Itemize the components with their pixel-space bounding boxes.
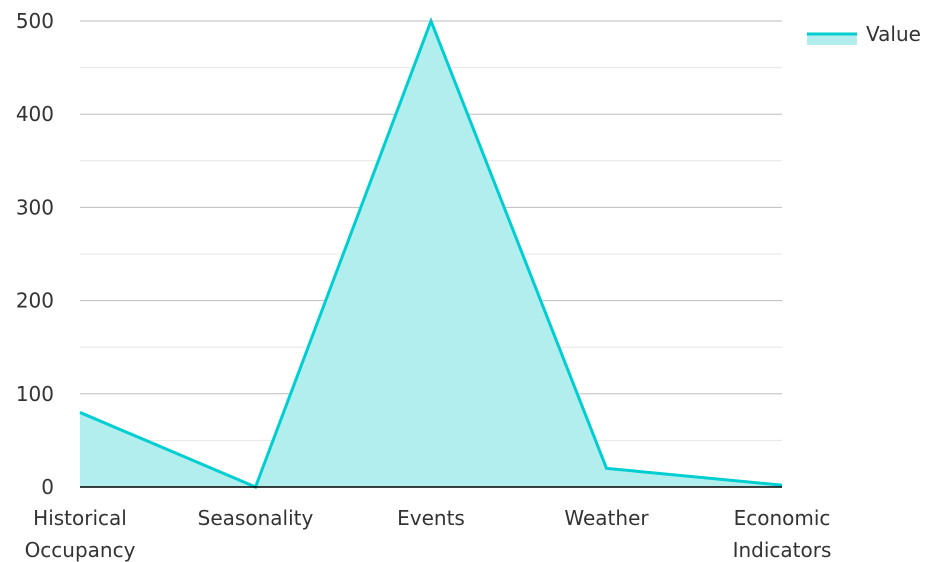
x-tick-label: Events (397, 506, 465, 530)
legend[interactable]: Value (807, 22, 921, 46)
y-tick-label: 400 (16, 102, 54, 126)
y-tick-label: 100 (16, 382, 54, 406)
y-tick-label: 0 (41, 475, 54, 499)
area-fill (80, 21, 782, 487)
y-axis-ticks: 0 100 200 300 400 500 (16, 9, 54, 499)
legend-swatch (807, 34, 857, 45)
x-tick-label: Weather (564, 506, 649, 530)
x-tick-label: Historical Occupancy (25, 506, 136, 562)
y-tick-label: 200 (16, 289, 54, 313)
x-tick-label: Seasonality (198, 506, 314, 530)
y-tick-label: 500 (16, 9, 54, 33)
x-axis-ticks: Historical Occupancy Seasonality Events Weat… (25, 506, 832, 562)
x-tick-label: Economic Indicators (733, 506, 832, 562)
y-tick-label: 300 (16, 195, 54, 219)
legend-label: Value (866, 22, 921, 46)
